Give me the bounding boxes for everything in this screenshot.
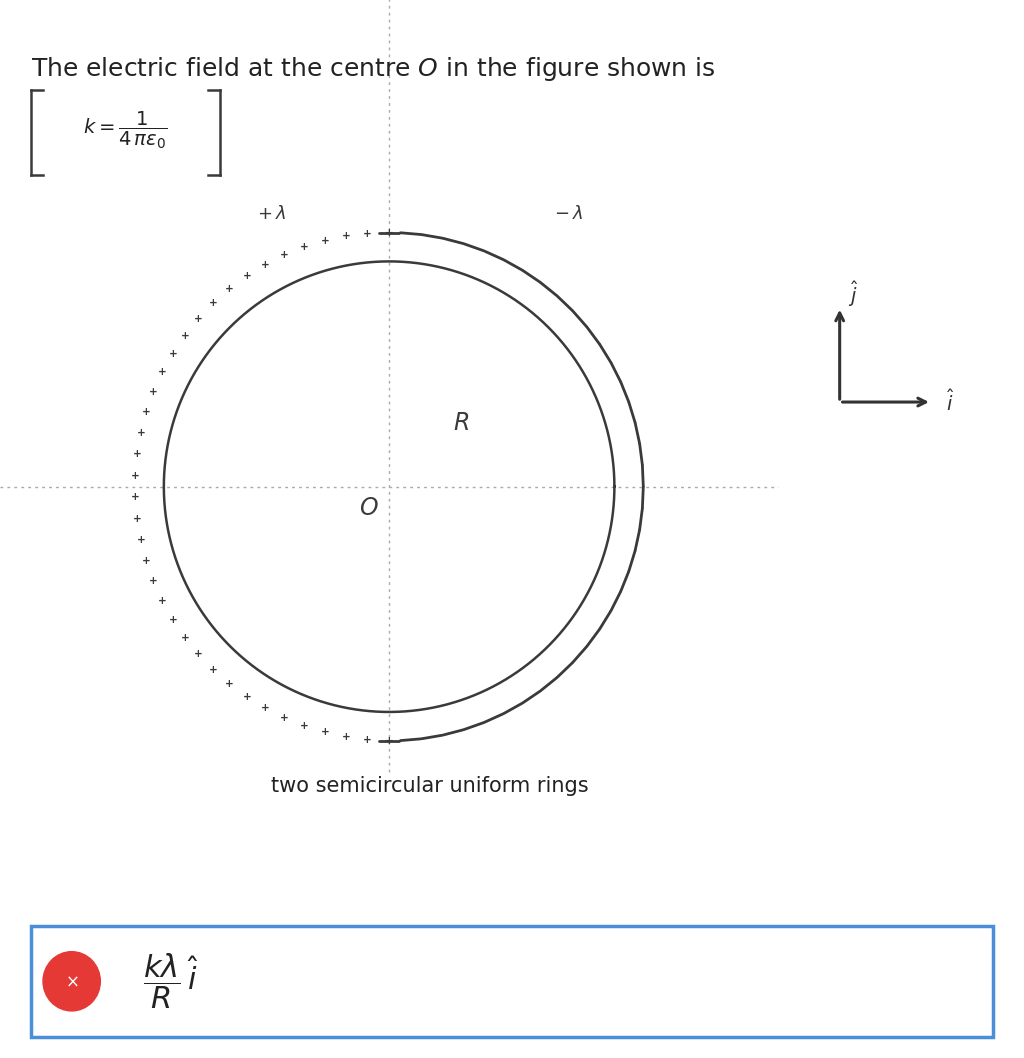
- Text: $O$: $O$: [358, 496, 379, 519]
- Text: +: +: [169, 348, 177, 359]
- Text: +: +: [158, 596, 167, 606]
- Text: +: +: [131, 471, 139, 481]
- Text: +: +: [261, 260, 269, 270]
- Text: +: +: [225, 679, 233, 689]
- Text: $-\,\lambda$: $-\,\lambda$: [554, 205, 583, 223]
- FancyBboxPatch shape: [31, 926, 993, 1037]
- Text: +: +: [133, 514, 141, 524]
- Text: +: +: [195, 314, 203, 324]
- Text: +: +: [281, 713, 289, 723]
- Text: +: +: [321, 236, 330, 245]
- Text: +: +: [133, 450, 141, 459]
- Circle shape: [43, 952, 100, 1011]
- Text: +: +: [136, 428, 145, 438]
- Text: +: +: [385, 735, 393, 746]
- Text: +: +: [180, 633, 189, 642]
- Text: two semicircular uniform rings: two semicircular uniform rings: [271, 776, 589, 796]
- Text: +: +: [364, 229, 372, 239]
- Text: +: +: [209, 298, 218, 308]
- Text: $\dfrac{k\lambda}{R}\,\hat{i}$: $\dfrac{k\lambda}{R}\,\hat{i}$: [143, 951, 200, 1011]
- Text: $\times$: $\times$: [65, 972, 79, 990]
- Text: +: +: [385, 227, 393, 238]
- Text: +: +: [243, 271, 251, 281]
- Text: +: +: [261, 704, 269, 713]
- Text: +: +: [150, 387, 158, 397]
- Text: $k = \dfrac{1}{4\,\pi\varepsilon_0}$: $k = \dfrac{1}{4\,\pi\varepsilon_0}$: [83, 109, 168, 151]
- Text: +: +: [300, 242, 309, 252]
- Text: +: +: [142, 557, 151, 566]
- Text: +: +: [281, 251, 289, 260]
- Text: +: +: [158, 367, 167, 378]
- Text: +: +: [169, 615, 177, 625]
- Text: +: +: [136, 535, 145, 545]
- Text: +: +: [364, 734, 372, 745]
- Text: +: +: [150, 577, 158, 586]
- Text: +: +: [342, 732, 350, 742]
- Text: +: +: [195, 650, 203, 659]
- Text: +: +: [209, 665, 218, 675]
- Text: +: +: [243, 692, 251, 703]
- Text: $\hat{j}$: $\hat{j}$: [848, 279, 858, 309]
- Text: +: +: [342, 232, 350, 241]
- Text: $R$: $R$: [453, 412, 469, 435]
- Text: +: +: [321, 728, 330, 737]
- Text: $+\,\lambda$: $+\,\lambda$: [257, 205, 286, 223]
- Text: The electric field at the centre $\mathit{O}$ in the figure shown is: The electric field at the centre $\mathi…: [31, 55, 716, 83]
- Text: +: +: [300, 722, 309, 731]
- Text: +: +: [131, 492, 139, 503]
- Text: +: +: [180, 331, 189, 341]
- Text: $\hat{i}$: $\hat{i}$: [946, 389, 954, 415]
- Text: +: +: [225, 285, 233, 294]
- Text: +: +: [142, 407, 151, 417]
